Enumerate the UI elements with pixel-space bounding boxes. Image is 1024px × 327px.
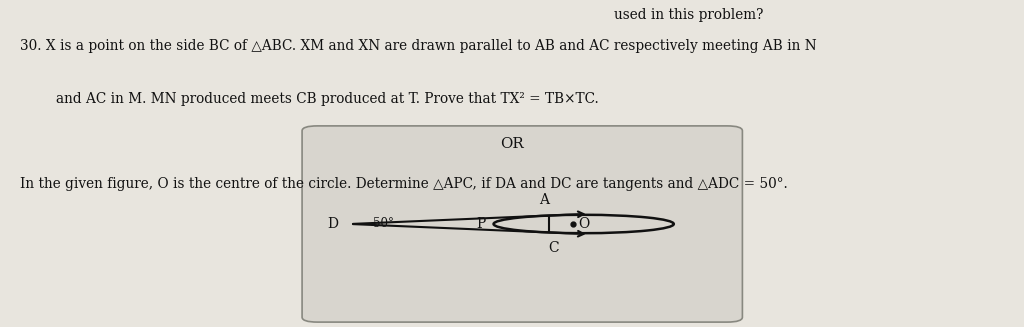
Text: D: D [327, 217, 338, 231]
Text: O: O [579, 217, 590, 231]
Text: used in this problem?: used in this problem? [614, 8, 764, 22]
Text: 30. X is a point on the side BC of △ABC. XM and XN are drawn parallel to AB and : 30. X is a point on the side BC of △ABC.… [20, 39, 817, 53]
FancyBboxPatch shape [302, 126, 742, 322]
Text: C: C [549, 241, 559, 255]
Text: 50°: 50° [373, 217, 393, 231]
Text: P: P [476, 217, 485, 231]
Text: OR: OR [500, 137, 524, 151]
Text: In the given figure, O is the centre of the circle. Determine △APC, if DA and DC: In the given figure, O is the centre of … [20, 177, 788, 191]
Text: and AC in M. MN produced meets CB produced at T. Prove that TX² = TB×TC.: and AC in M. MN produced meets CB produc… [56, 92, 599, 106]
Text: A: A [539, 193, 549, 207]
